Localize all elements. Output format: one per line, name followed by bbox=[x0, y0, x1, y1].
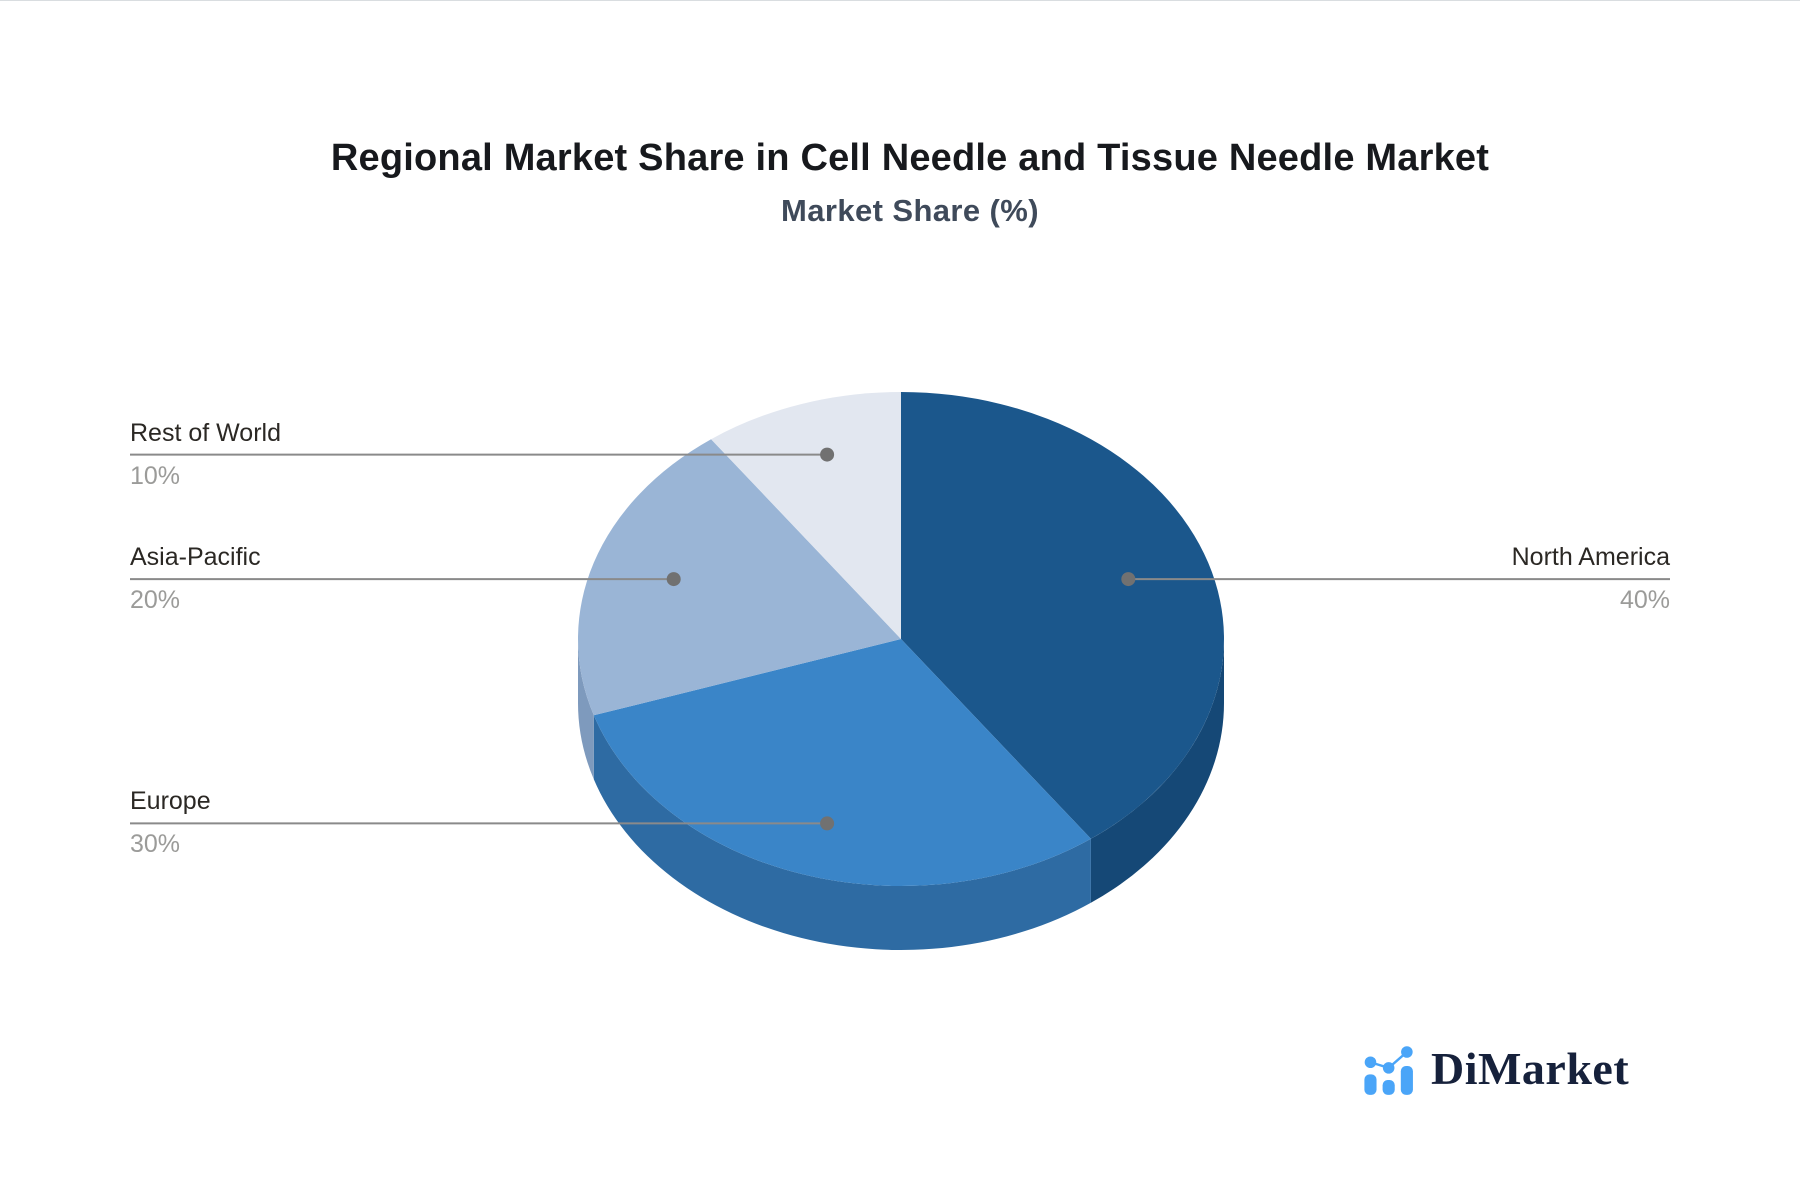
callout-dot-europe bbox=[820, 816, 835, 831]
callout-rest-of-world: Rest of World 10% bbox=[130, 418, 690, 490]
slice-value: 40% bbox=[1619, 586, 1670, 615]
callout-dot-rest-of-world bbox=[820, 447, 835, 462]
slice-label: North America bbox=[1511, 543, 1670, 572]
pie-slice-side-asia-pacific bbox=[578, 639, 594, 780]
chart-subtitle: Market Share (%) bbox=[781, 193, 1039, 228]
pie-slice-side-north-america bbox=[1090, 639, 1224, 903]
callout-europe: Europe 30% bbox=[130, 786, 690, 858]
chart-title: Regional Market Share in Cell Needle and… bbox=[330, 137, 1490, 179]
callout-dot-north-america bbox=[1121, 572, 1136, 587]
pie-slice-north-america bbox=[901, 392, 1224, 839]
logo-wordmark: DiMarket bbox=[1431, 1043, 1630, 1094]
slice-label: Europe bbox=[130, 787, 211, 816]
pie-slice-side-europe bbox=[593, 715, 1091, 950]
bar-chart-logo-icon bbox=[1364, 1046, 1413, 1095]
slice-value: 30% bbox=[130, 830, 181, 859]
dimarket-logo: DiMarket bbox=[1363, 1037, 1629, 1095]
slice-value: 20% bbox=[130, 586, 181, 615]
slice-value: 10% bbox=[130, 461, 181, 490]
slice-label: Asia-Pacific bbox=[130, 543, 261, 572]
slice-label: Rest of World bbox=[130, 418, 281, 447]
callout-asia-pacific: Asia-Pacific 20% bbox=[130, 542, 690, 614]
callout-north-america: North America 40% bbox=[1110, 542, 1670, 614]
pie-slice-asia-pacific bbox=[578, 439, 901, 716]
callout-dot-asia-pacific bbox=[666, 572, 681, 587]
